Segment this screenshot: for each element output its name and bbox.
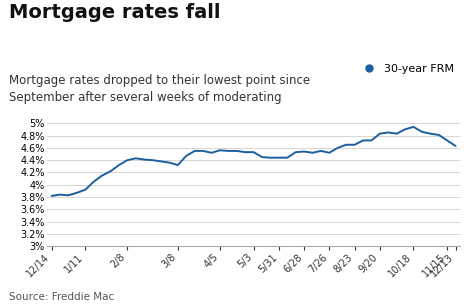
Text: Source: Freddie Mac: Source: Freddie Mac <box>9 292 115 302</box>
Text: Mortgage rates fall: Mortgage rates fall <box>9 3 221 22</box>
Legend: 30-year FRM: 30-year FRM <box>357 64 454 75</box>
Text: Mortgage rates dropped to their lowest point since
September after several weeks: Mortgage rates dropped to their lowest p… <box>9 74 310 104</box>
